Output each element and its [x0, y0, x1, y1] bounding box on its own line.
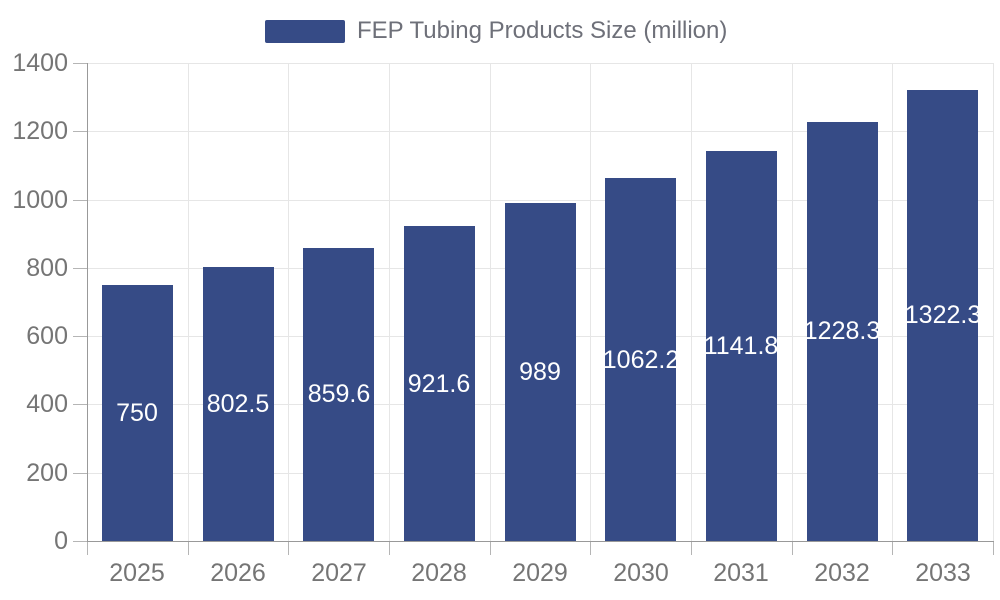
y-axis-tick [73, 473, 87, 474]
y-gridline [87, 63, 993, 64]
x-gridline [691, 63, 692, 541]
x-axis-line [87, 541, 994, 542]
x-gridline [792, 63, 793, 541]
x-axis-tick [389, 541, 390, 555]
bar-value-label: 1228.3 [803, 317, 881, 345]
legend-label: FEP Tubing Products Size (million) [357, 17, 728, 44]
y-axis-line [87, 63, 88, 542]
bar-2025[interactable] [102, 285, 173, 541]
x-axis-category-label: 2026 [210, 559, 266, 587]
x-axis-category-label: 2028 [411, 559, 467, 587]
bar-value-label: 921.6 [407, 370, 471, 398]
x-gridline [389, 63, 390, 541]
x-axis-category-label: 2031 [713, 559, 769, 587]
bar-2029[interactable] [505, 203, 576, 541]
x-axis-tick [691, 541, 692, 555]
x-axis-category-label: 2030 [613, 559, 669, 587]
x-axis-tick [87, 541, 88, 555]
bar-value-label: 802.5 [206, 390, 270, 418]
y-axis-tick-label: 200 [26, 459, 68, 487]
y-axis-tick-label: 1000 [12, 186, 68, 214]
x-axis-tick [590, 541, 591, 555]
y-gridline [87, 200, 993, 201]
x-axis-tick [188, 541, 189, 555]
y-axis-tick [73, 200, 87, 201]
legend-item[interactable]: FEP Tubing Products Size (million) [265, 17, 727, 45]
legend-swatch-icon [265, 19, 345, 43]
y-gridline [87, 131, 993, 132]
bar-2033[interactable] [907, 90, 978, 541]
bar-2030[interactable] [605, 178, 676, 541]
bar-2026[interactable] [203, 267, 274, 541]
bar-value-label: 1062.2 [602, 346, 680, 374]
bar-2032[interactable] [807, 122, 878, 541]
x-axis-category-label: 2033 [915, 559, 971, 587]
bar-2027[interactable] [303, 248, 374, 541]
y-axis-tick [73, 336, 87, 337]
x-axis-tick [490, 541, 491, 555]
x-axis-tick [288, 541, 289, 555]
y-axis-tick-label: 1400 [12, 49, 68, 77]
x-gridline [288, 63, 289, 541]
x-gridline [892, 63, 893, 541]
y-axis-tick-label: 0 [54, 527, 68, 555]
y-axis-tick [73, 131, 87, 132]
x-axis-category-label: 2027 [311, 559, 367, 587]
bar-value-label: 1141.8 [703, 332, 779, 360]
y-axis-tick [73, 541, 87, 542]
y-axis-tick-label: 400 [26, 390, 68, 418]
x-axis-tick [892, 541, 893, 555]
bar-value-label: 989 [519, 358, 561, 386]
x-gridline [590, 63, 591, 541]
x-gridline [993, 63, 994, 541]
x-gridline [490, 63, 491, 541]
x-axis-tick [993, 541, 994, 555]
bar-value-label: 1322.3 [904, 301, 982, 329]
x-axis-tick [792, 541, 793, 555]
y-axis-tick-label: 1200 [12, 117, 68, 145]
bar-value-label: 859.6 [307, 380, 371, 408]
x-gridline [188, 63, 189, 541]
y-axis-tick [73, 404, 87, 405]
bar-2028[interactable] [404, 226, 475, 541]
y-axis-tick [73, 63, 87, 64]
bar-2031[interactable] [706, 151, 777, 541]
y-axis-tick-label: 600 [26, 322, 68, 350]
bar-value-label: 750 [116, 399, 158, 427]
x-axis-category-label: 2032 [814, 559, 870, 587]
x-axis-category-label: 2029 [512, 559, 568, 587]
y-axis-tick-label: 800 [26, 254, 68, 282]
x-axis-category-label: 2025 [109, 559, 165, 587]
y-axis-tick [73, 268, 87, 269]
